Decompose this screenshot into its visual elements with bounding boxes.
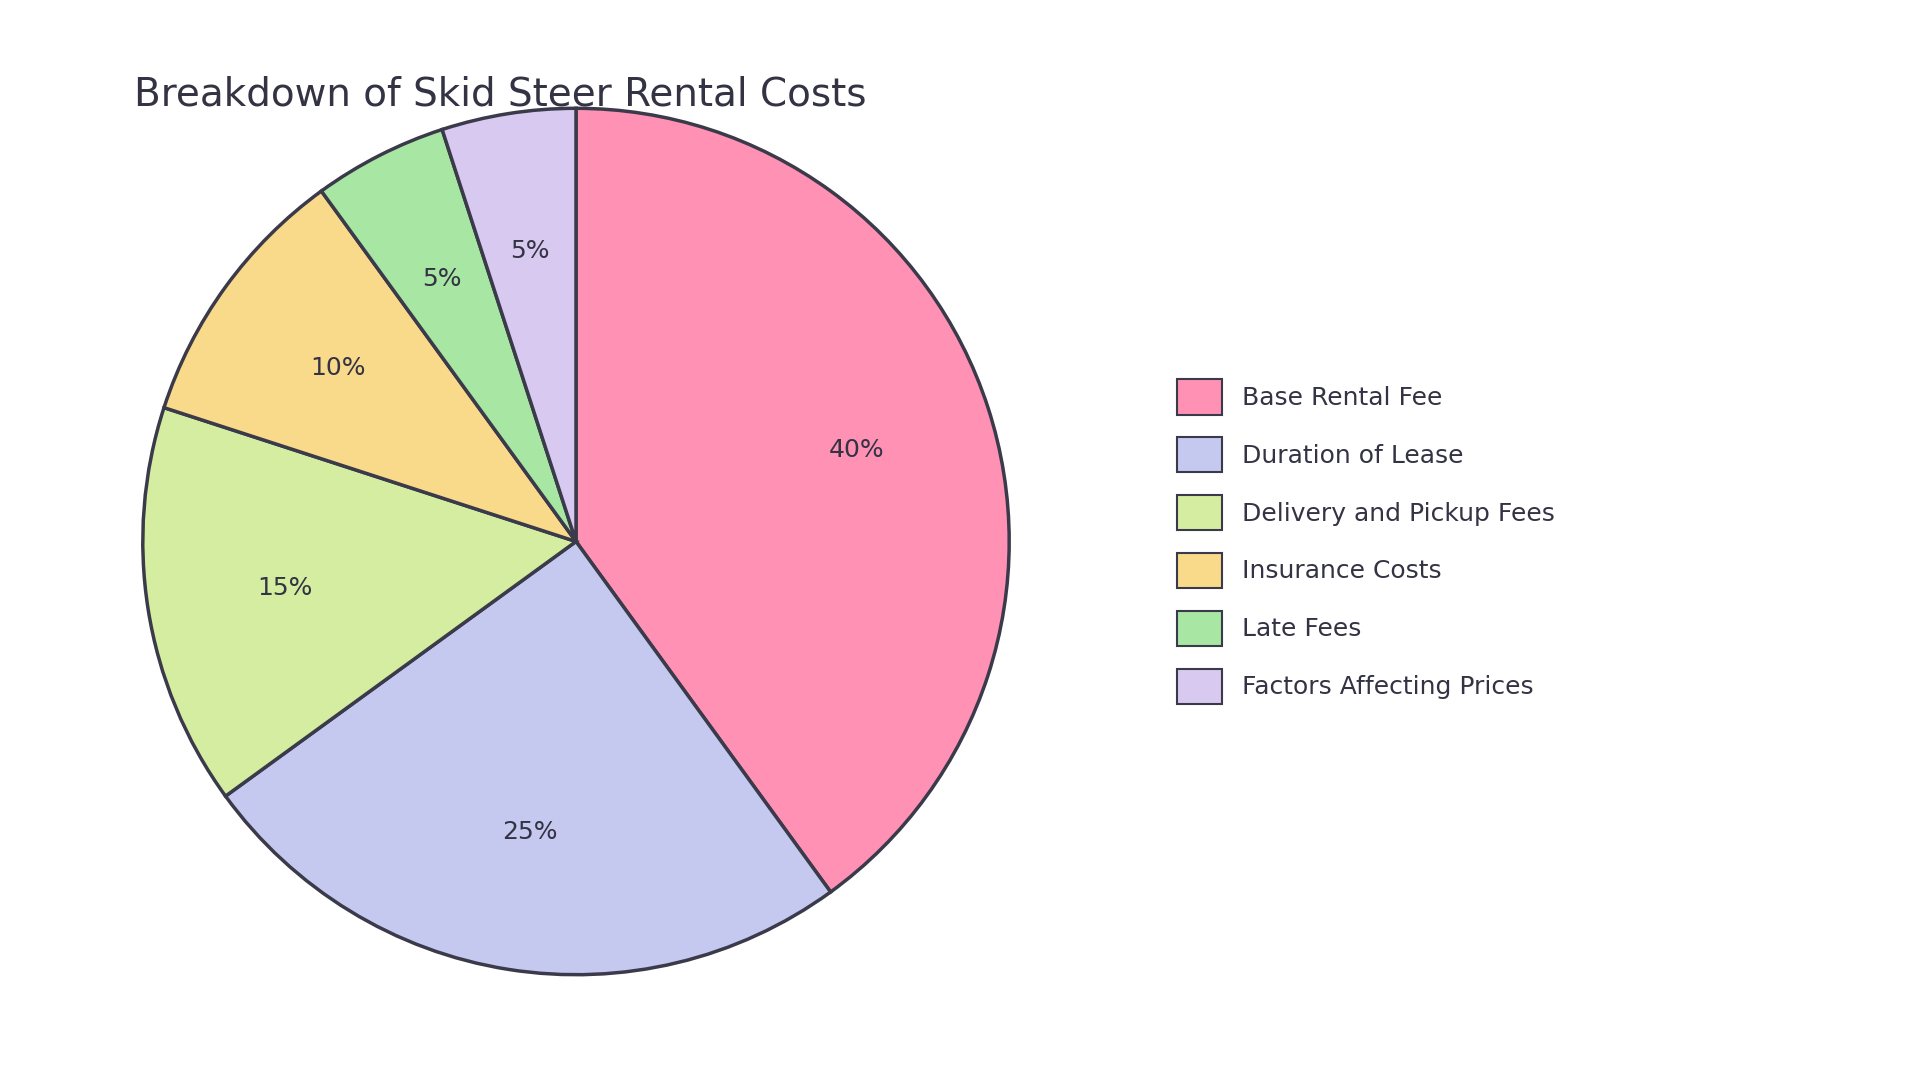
Wedge shape <box>163 191 576 542</box>
Legend: Base Rental Fee, Duration of Lease, Delivery and Pickup Fees, Insurance Costs, L: Base Rental Fee, Duration of Lease, Deli… <box>1165 367 1567 716</box>
Text: Breakdown of Skid Steer Rental Costs: Breakdown of Skid Steer Rental Costs <box>134 76 868 114</box>
Text: 5%: 5% <box>422 268 463 291</box>
Wedge shape <box>225 542 831 975</box>
Text: 40%: 40% <box>828 439 883 462</box>
Text: 10%: 10% <box>309 356 365 380</box>
Text: 25%: 25% <box>503 821 557 845</box>
Text: 15%: 15% <box>257 575 313 600</box>
Text: 5%: 5% <box>511 238 549 262</box>
Wedge shape <box>142 407 576 796</box>
Wedge shape <box>442 108 576 542</box>
Wedge shape <box>321 130 576 542</box>
Wedge shape <box>576 108 1010 892</box>
